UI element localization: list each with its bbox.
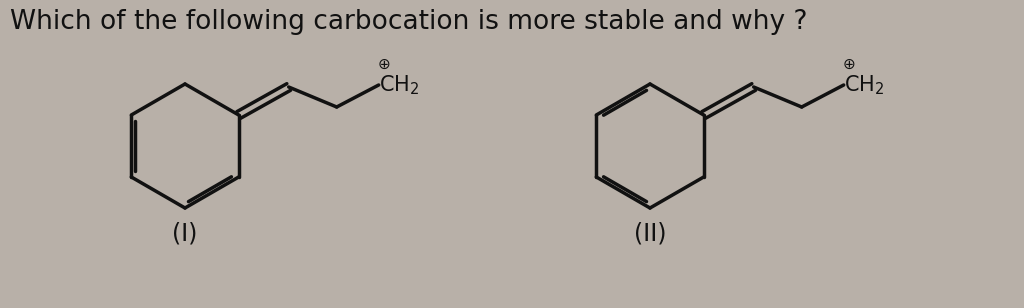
Text: $\mathrm{CH_2}$: $\mathrm{CH_2}$ xyxy=(844,73,884,97)
Text: (II): (II) xyxy=(634,221,667,245)
Text: $\oplus$: $\oplus$ xyxy=(377,57,390,72)
Text: Which of the following carbocation is more stable and why ?: Which of the following carbocation is mo… xyxy=(10,9,808,35)
Text: $\oplus$: $\oplus$ xyxy=(842,57,855,72)
Text: $\mathrm{CH_2}$: $\mathrm{CH_2}$ xyxy=(379,73,419,97)
Text: (I): (I) xyxy=(172,221,198,245)
